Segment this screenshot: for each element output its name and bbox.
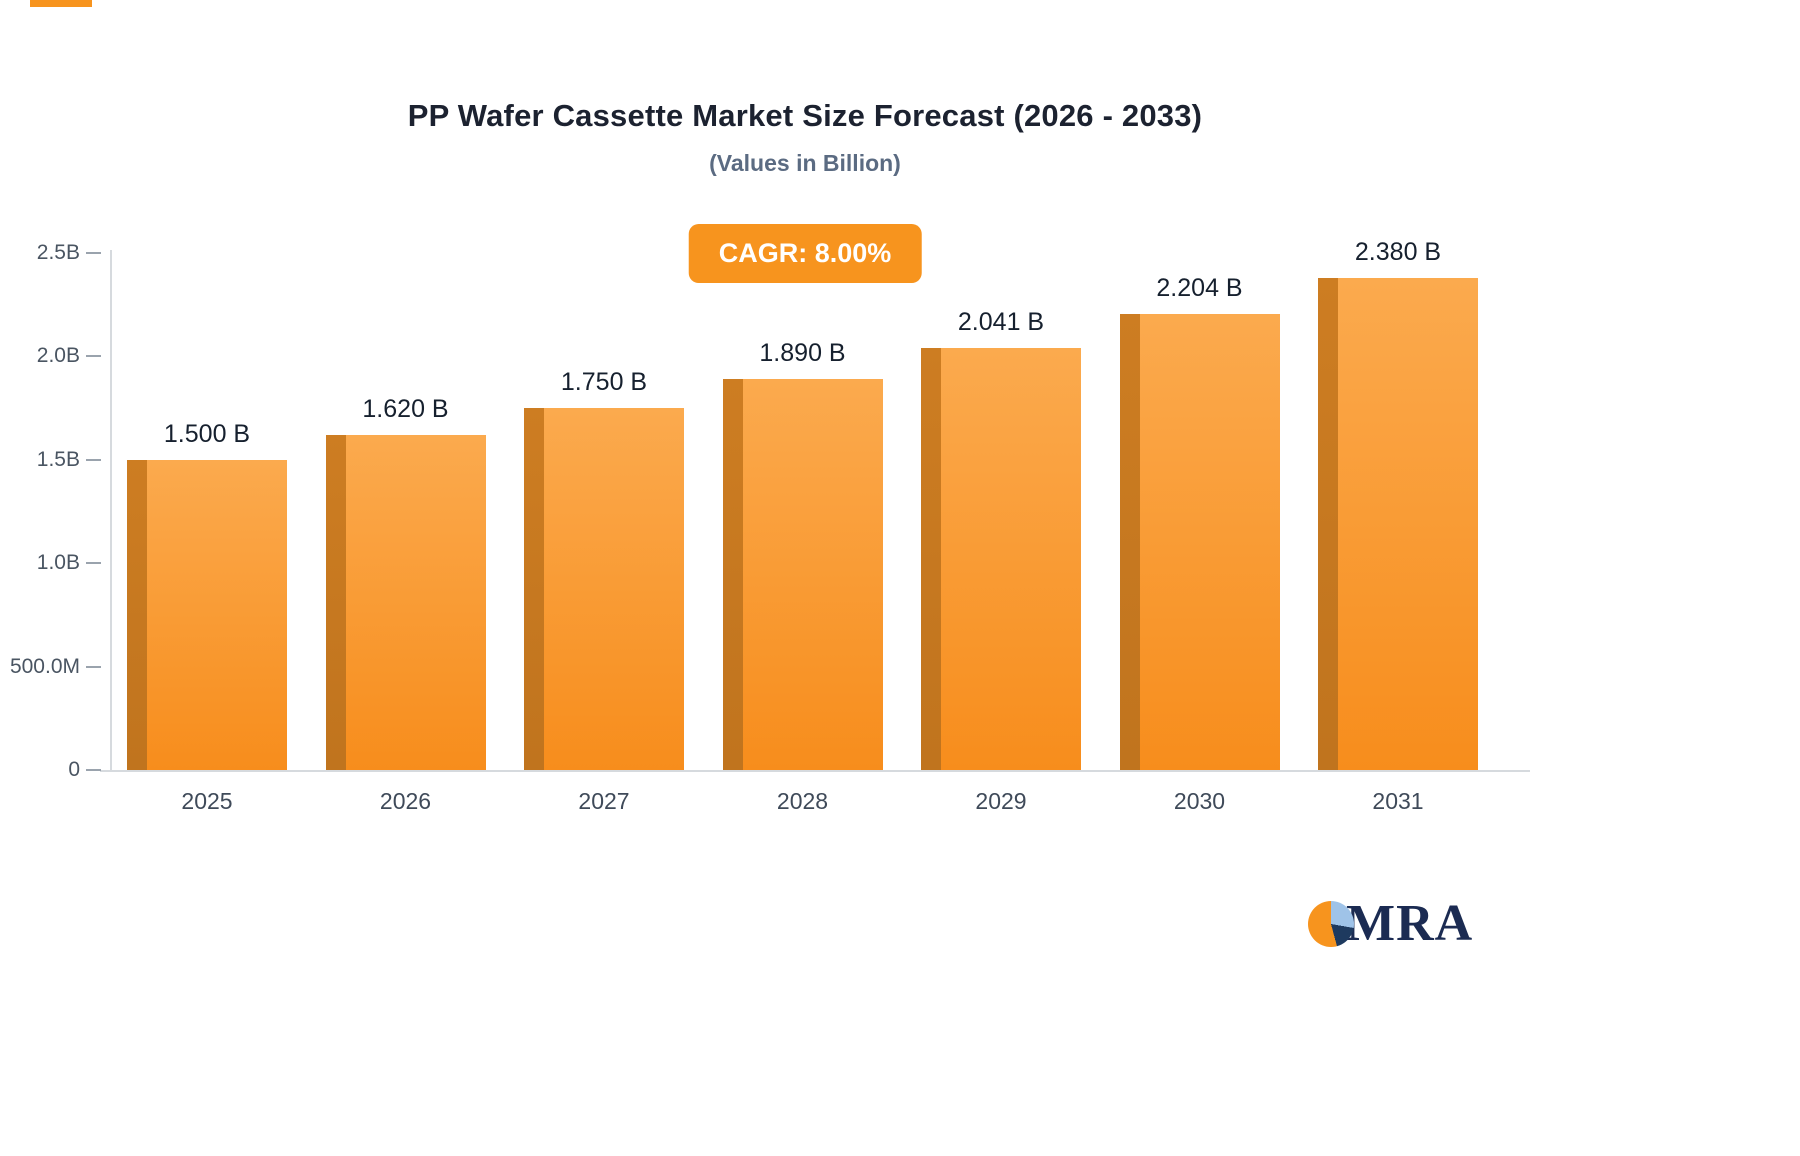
x-axis-label: 2028: [776, 788, 829, 814]
brand-logo-text: MRA: [1346, 895, 1474, 952]
y-tick-label: 500.0M: [9, 654, 80, 678]
y-axis-line: [110, 250, 112, 772]
bar-face: [742, 379, 883, 770]
bar-face: [544, 408, 684, 770]
bar-value-label: 2.041 B: [957, 307, 1045, 336]
y-tick-mark: [86, 355, 101, 358]
x-axis-line: [100, 770, 1530, 772]
x-axis-label: 2030: [1173, 788, 1226, 814]
x-axis-label: 2025: [181, 788, 233, 814]
y-tick-label: 2.0B: [36, 344, 80, 368]
bar-3d-edge: [127, 459, 147, 770]
chart-title: PP Wafer Cassette Market Size Forecast (…: [407, 98, 1203, 133]
brand-logo: MRA: [1308, 898, 1473, 950]
bar-3d-edge: [1318, 277, 1338, 770]
bar-2029: [921, 347, 1081, 770]
y-tick-mark: [86, 769, 101, 771]
bar-value-label: 2.380 B: [1354, 237, 1442, 266]
bar-2031: [1318, 277, 1478, 770]
bar-2028: [722, 379, 883, 770]
bar-3d-edge: [524, 408, 544, 770]
y-tick-mark: [86, 665, 101, 668]
chart-subtitle: (Values in Billion): [709, 150, 901, 176]
bar-value-label: 2.204 B: [1156, 274, 1243, 303]
bar-face: [941, 347, 1081, 770]
bar-value-label: 1.890 B: [759, 339, 846, 368]
bar-2026: [325, 434, 486, 770]
bar-face: [147, 459, 287, 770]
bar-2030: [1119, 314, 1280, 770]
bar-2027: [524, 408, 684, 770]
y-tick-mark: [86, 252, 101, 254]
bar-face: [1338, 277, 1478, 770]
y-tick-label: 1.0B: [36, 551, 80, 575]
y-tick-label: 0: [68, 758, 80, 781]
bar-3d-edge: [325, 434, 346, 770]
bar-2025: [127, 459, 287, 770]
pie-logo-icon: [1308, 901, 1354, 947]
bar-3d-edge: [722, 379, 743, 770]
top-accent-bar: [30, 0, 92, 7]
cagr-badge: CAGR: 8.00%: [688, 224, 922, 283]
bar-value-label: 1.750 B: [560, 368, 648, 397]
bar-value-label: 1.620 B: [362, 394, 449, 423]
bar-3d-edge: [1119, 314, 1140, 770]
x-axis-label: 2029: [975, 788, 1027, 814]
y-tick-label: 2.5B: [36, 241, 80, 264]
bar-3d-edge: [921, 347, 941, 770]
y-tick-mark: [86, 458, 101, 461]
x-axis-label: 2027: [578, 788, 630, 814]
y-tick-label: 1.5B: [36, 447, 80, 471]
x-axis-label: 2031: [1372, 788, 1424, 814]
y-tick-mark: [86, 562, 101, 565]
bar-face: [345, 434, 486, 770]
bar-face: [1139, 314, 1280, 770]
x-axis-label: 2026: [379, 788, 432, 814]
bar-value-label: 1.500 B: [163, 419, 251, 448]
